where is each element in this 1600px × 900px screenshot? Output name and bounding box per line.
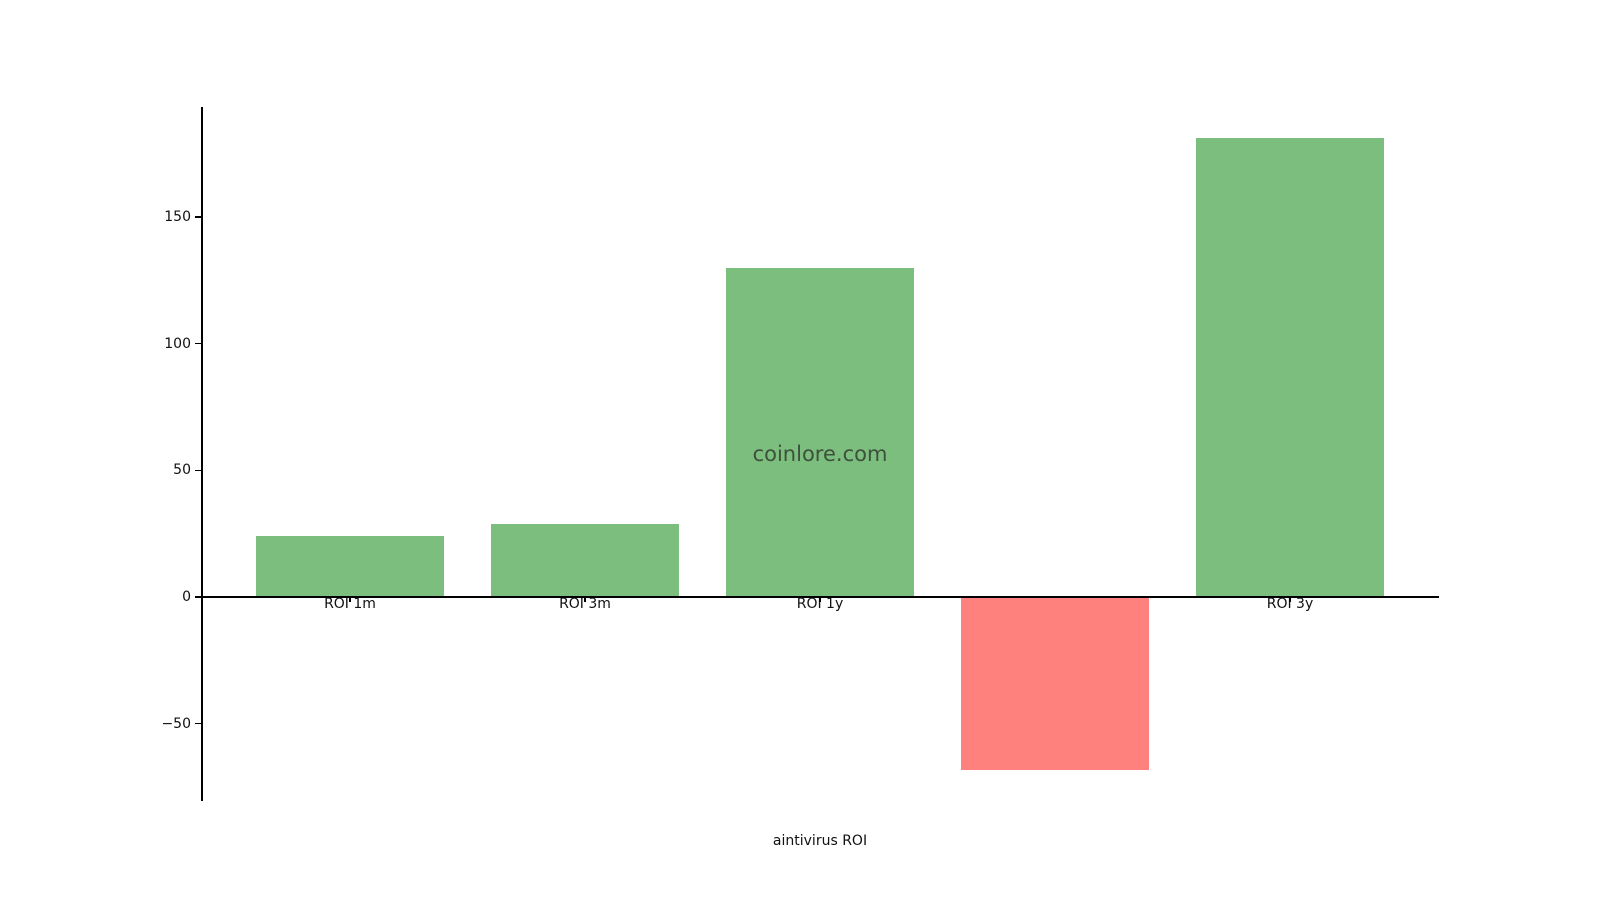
y-tick-label: 50 (173, 462, 191, 479)
bar-roi-1m (256, 536, 444, 597)
bar-roi-3y (1196, 138, 1384, 597)
x-tick-mark (1289, 597, 1291, 602)
y-tick-label: −50 (161, 715, 191, 732)
y-tick-label: 150 (164, 209, 191, 225)
bar-roi-3m (491, 523, 679, 597)
bar-bar-4 (961, 598, 1149, 771)
x-tick-label: ROI 3m (559, 596, 611, 612)
x-tick-mark (349, 597, 351, 602)
y-tick-mark (195, 722, 201, 725)
x-tick-label: ROI 3y (1266, 596, 1314, 612)
x-tick-mark (819, 597, 821, 602)
x-axis-title: aintivirus ROI (772, 833, 868, 849)
watermark-text: coinlore.com (752, 442, 888, 466)
y-axis-spine (201, 107, 203, 801)
y-tick-mark (195, 596, 201, 598)
bar-roi-1y (726, 267, 914, 597)
y-tick-mark (195, 342, 201, 345)
y-tick-mark (195, 469, 201, 472)
y-tick-label: 0 (182, 589, 191, 605)
y-tick-label: 100 (164, 335, 191, 352)
x-tick-label: ROI 1m (324, 596, 376, 612)
y-tick-mark (195, 216, 201, 218)
x-tick-label: ROI 1y (796, 596, 844, 612)
x-tick-mark (584, 597, 586, 602)
